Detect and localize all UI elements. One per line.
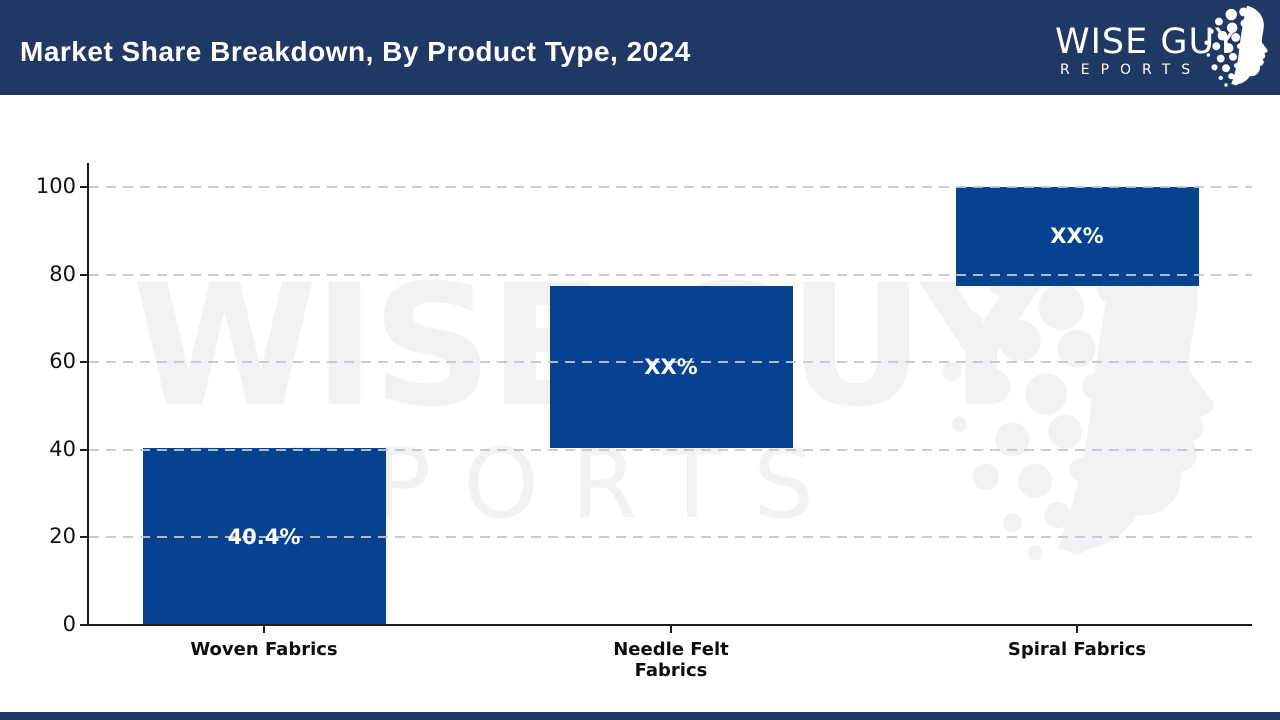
x-category-label: Needle Felt Fabrics bbox=[613, 639, 729, 681]
bar-value-label: XX% bbox=[1050, 224, 1104, 249]
y-tick-mark bbox=[80, 624, 89, 626]
y-tick-mark bbox=[80, 186, 89, 188]
y-tick-mark bbox=[80, 273, 89, 276]
y-tick-label: 100 bbox=[35, 174, 76, 198]
bar-3 bbox=[955, 187, 1199, 286]
x-tick-mark bbox=[670, 625, 672, 633]
y-tick-label: 40 bbox=[49, 436, 76, 461]
chart-title: Market Share Breakdown, By Product Type,… bbox=[20, 36, 691, 67]
x-tick-mark bbox=[1076, 625, 1078, 633]
gridline-80 bbox=[89, 273, 1252, 276]
wiseguy-logo: WISE GUY REPORTS bbox=[1020, 0, 1270, 95]
logo-subtext: REPORTS bbox=[1060, 62, 1202, 78]
bar-value-label: XX% bbox=[644, 354, 698, 379]
x-axis-line bbox=[87, 624, 1252, 626]
y-axis-line bbox=[87, 163, 89, 626]
bar-2 bbox=[549, 285, 793, 449]
logo-face-icon bbox=[1204, 5, 1268, 87]
gridline-60 bbox=[89, 361, 1252, 364]
x-category-label: Woven Fabrics bbox=[190, 639, 338, 660]
footer-bar bbox=[0, 712, 1280, 720]
bar-value-label: 40.4% bbox=[227, 524, 301, 549]
y-tick-mark bbox=[80, 361, 89, 364]
y-tick-mark bbox=[80, 448, 89, 451]
gridline-100 bbox=[89, 186, 1252, 188]
gridline-20 bbox=[89, 536, 1252, 539]
y-tick-label: 20 bbox=[49, 524, 76, 549]
y-tick-label: 80 bbox=[49, 261, 76, 286]
x-tick-mark bbox=[263, 625, 265, 633]
y-tick-label: 60 bbox=[49, 349, 76, 374]
y-tick-mark bbox=[80, 536, 89, 539]
x-category-label: Spiral Fabrics bbox=[1007, 639, 1147, 660]
y-tick-label: 0 bbox=[62, 612, 76, 636]
gridline-40 bbox=[89, 448, 1252, 451]
header-bar: Market Share Breakdown, By Product Type,… bbox=[0, 0, 1280, 95]
